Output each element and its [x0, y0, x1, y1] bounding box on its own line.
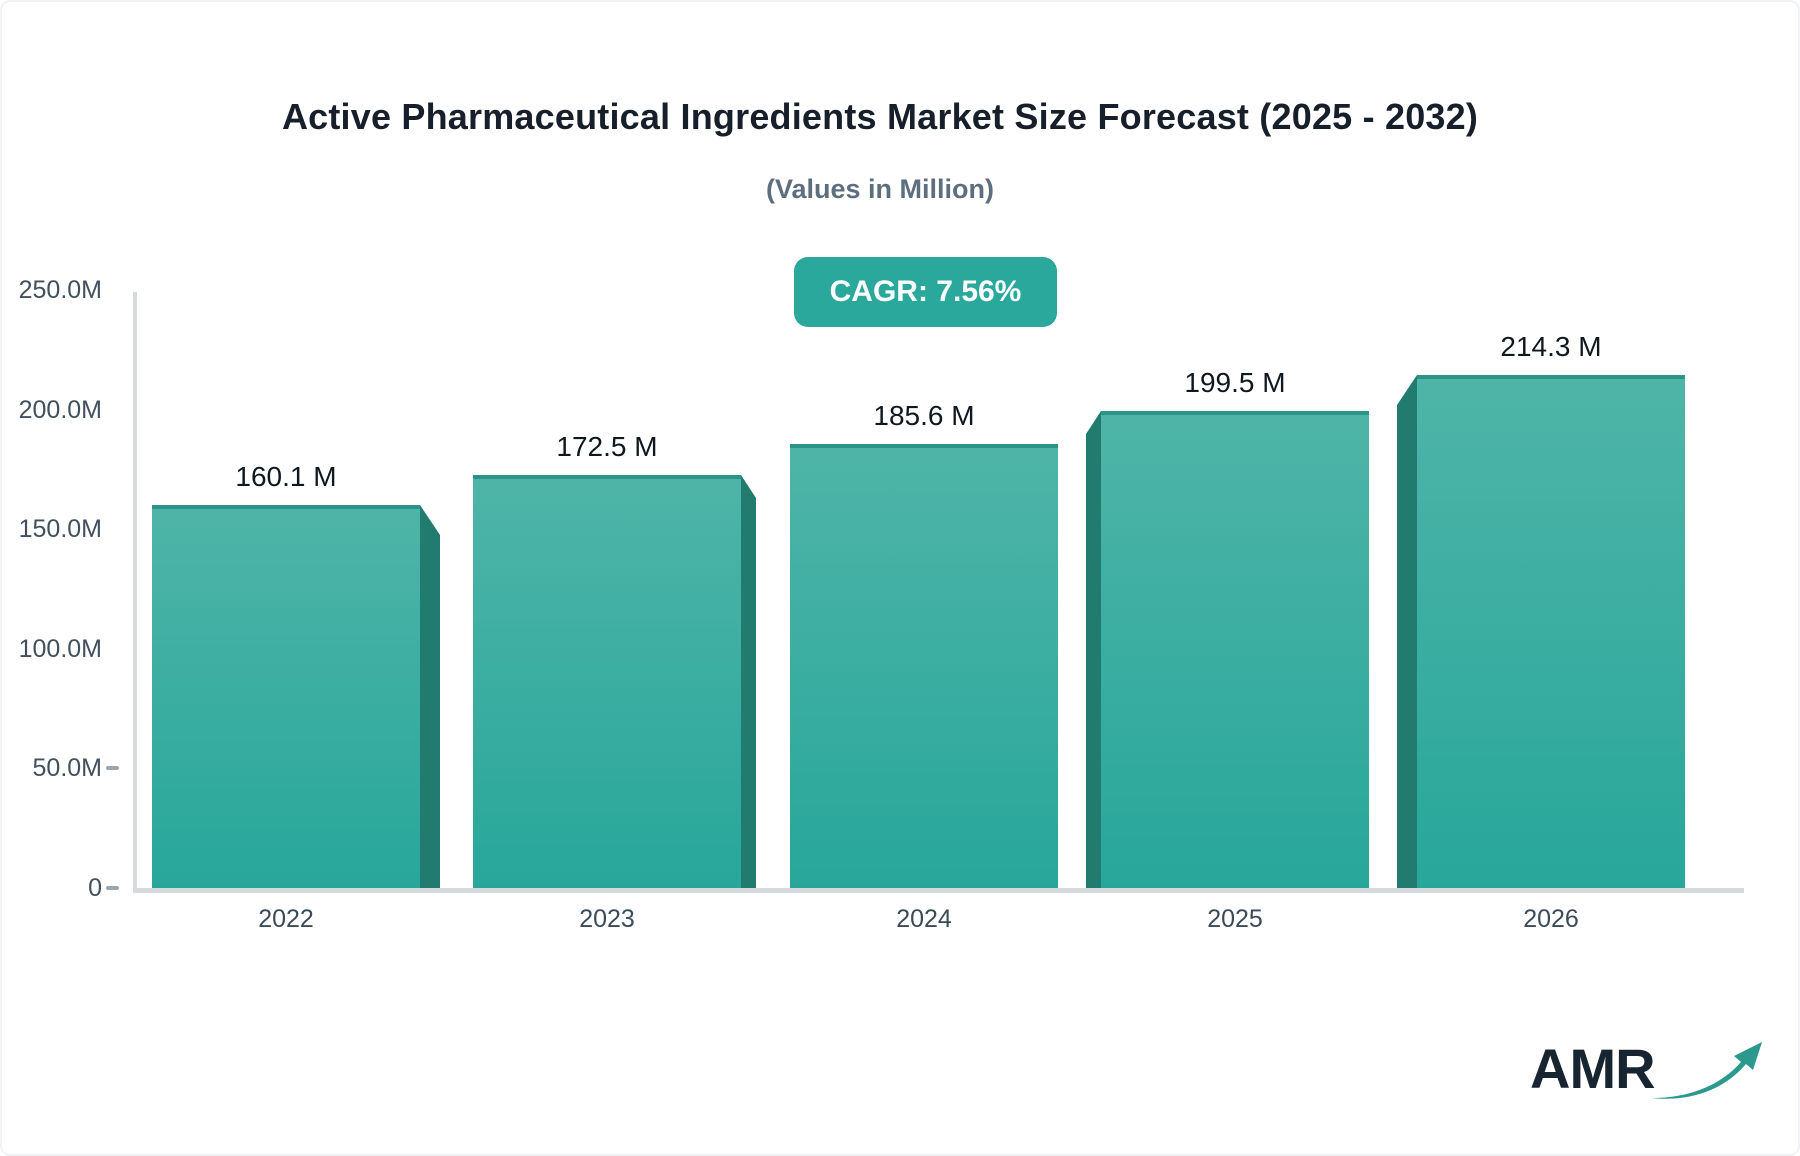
bar-side-face-2022	[420, 505, 440, 888]
bar-value-label-2024: 185.6 M	[873, 400, 975, 431]
x-axis-label-2022: 2022	[258, 905, 314, 933]
y-tick-label-150.0M: 150.0M	[18, 515, 102, 544]
x-axis-label-2024: 2024	[896, 905, 952, 933]
y-tick-label-200.0M: 200.0M	[18, 395, 102, 424]
x-axis-label-2025: 2025	[1207, 905, 1263, 933]
y-tick-label-50.0M: 50.0M	[32, 754, 102, 783]
bar-2026	[1417, 375, 1685, 888]
cagr-badge: CAGR: 7.56%	[794, 257, 1057, 327]
bar-value-label-2026: 214.3 M	[1500, 331, 1602, 362]
x-axis-label-2026: 2026	[1523, 905, 1579, 933]
growth-arrow-icon	[1652, 1042, 1762, 1099]
bar-2022	[152, 505, 420, 888]
y-tick-label-250.0M: 250.0M	[18, 276, 102, 304]
y-tick-label-0: 0	[88, 874, 102, 902]
x-axis-label-2023: 2023	[579, 905, 635, 933]
bar-value-label-2023: 172.5 M	[556, 431, 658, 462]
bar-2024	[790, 444, 1058, 888]
bar-value-label-2022: 160.1 M	[235, 461, 337, 492]
bar-side-face-2023	[741, 475, 756, 888]
chart-title: Active Pharmaceutical Ingredients Market…	[281, 96, 1479, 137]
y-tick-mark	[106, 766, 119, 771]
amr-logo: AMR	[1530, 1030, 1762, 1116]
bar-side-face-2025	[1086, 411, 1101, 888]
bar-value-label-2025: 199.5 M	[1184, 367, 1286, 398]
y-tick-label-100.0M: 100.0M	[18, 634, 102, 663]
bar-side-face-2026	[1397, 375, 1417, 888]
y-axis-line	[133, 292, 137, 893]
bar-2023	[473, 475, 741, 888]
x-axis-line	[133, 888, 1744, 893]
y-tick-mark	[106, 886, 119, 890]
amr-logo-text: AMR	[1530, 1037, 1656, 1100]
chart-subtitle: (Values in Million)	[765, 174, 995, 204]
bar-2025	[1101, 411, 1369, 888]
